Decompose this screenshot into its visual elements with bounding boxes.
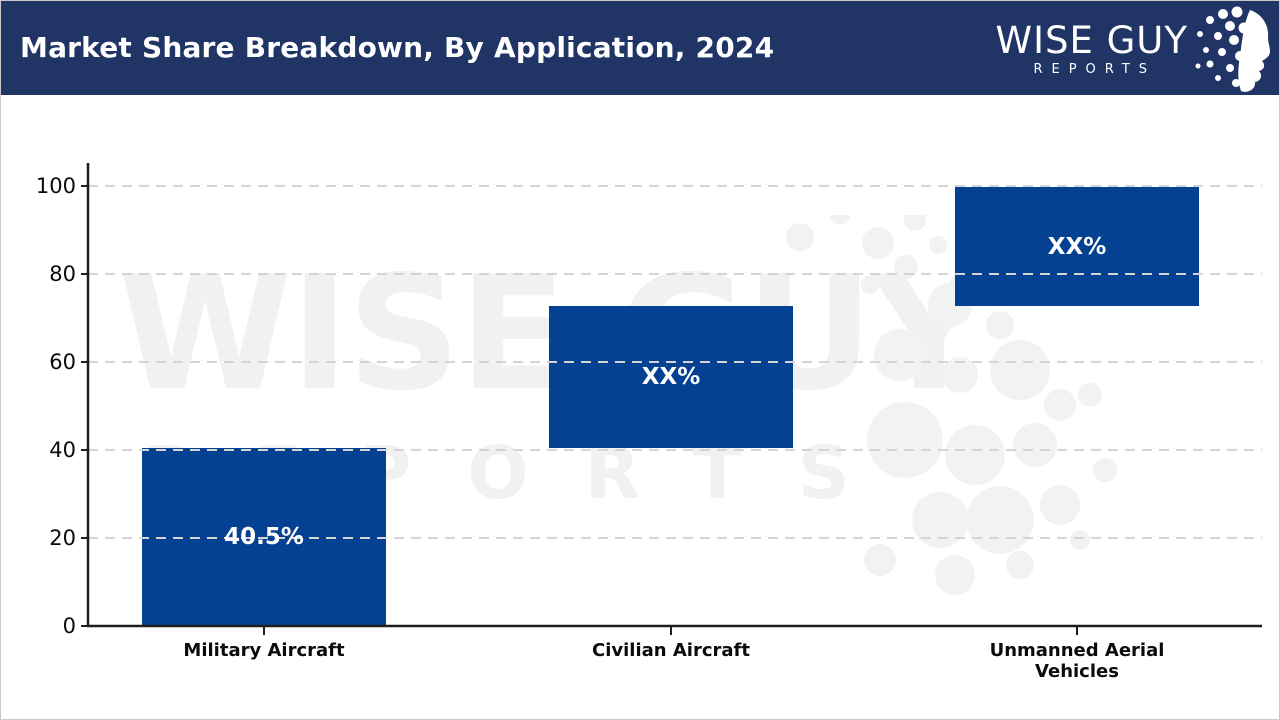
wiseguy-face-icon	[1195, 6, 1270, 92]
y-tick-label-60: 60	[49, 350, 76, 374]
y-tick-label-0: 0	[62, 614, 76, 638]
bar-2	[549, 306, 793, 448]
bar-1	[142, 447, 386, 626]
wiseguy-logo: WISE GUY REPORTS	[996, 6, 1270, 92]
y-tick-label-100: 100	[35, 174, 76, 198]
bar-value-label-3: XX%	[1047, 233, 1107, 260]
wiseguy-logo-text: WISE GUY REPORTS	[996, 22, 1188, 77]
x-tick-label-3: Unmanned Aerial Vehicles	[989, 640, 1165, 683]
x-tick-label-1: Military Aircraft	[183, 640, 345, 661]
y-tick-label-40: 40	[49, 438, 76, 462]
logo-subtitle: REPORTS	[1033, 61, 1157, 77]
logo-wordmark: WISE GUY	[995, 18, 1188, 62]
bar-value-label-2: XX%	[641, 363, 701, 390]
chart-area: WISE GUY REPORTS 0 20 40 60 80 100 40.5% Milita…	[0, 95, 1280, 720]
y-tick-label-20: 20	[49, 526, 76, 550]
y-tick-label-80: 80	[49, 262, 76, 286]
x-tick-label-2: Civilian Aircraft	[592, 640, 750, 661]
bar-3	[955, 186, 1199, 307]
bar-value-label-1: 40.5%	[224, 523, 304, 550]
chart-title: Market Share Breakdown, By Application, …	[20, 31, 775, 64]
header-bar: Market Share Breakdown, By Application, …	[0, 0, 1280, 95]
